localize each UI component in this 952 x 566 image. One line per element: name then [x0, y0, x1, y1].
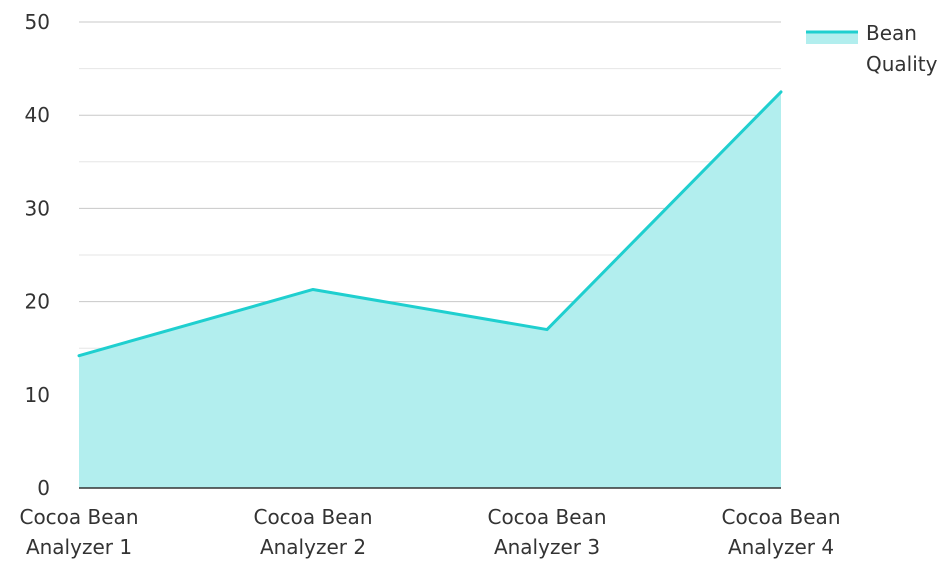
series-area-layer	[77, 90, 783, 489]
x-tick-label-line: Analyzer 2	[260, 535, 366, 559]
x-tick-label-line: Cocoa Bean	[253, 505, 372, 529]
legend-label-line: Quality	[866, 52, 938, 76]
series-line	[77, 90, 783, 358]
y-tick-label: 10	[25, 383, 50, 407]
y-tick-label: 50	[25, 10, 50, 34]
x-tick-label: Cocoa Bean Analyzer 3	[487, 505, 606, 559]
legend-swatch-fill	[806, 31, 858, 44]
y-tick-label: 30	[25, 196, 50, 220]
y-axis-tick-labels: 0 10 20 30 40 50	[25, 10, 50, 500]
x-tick-label-line: Analyzer 3	[494, 535, 600, 559]
legend-label-line: Bean	[866, 21, 917, 45]
x-tick-label-line: Cocoa Bean	[721, 505, 840, 529]
x-tick-label: Cocoa Bean Analyzer 4	[721, 505, 840, 559]
legend-label: Bean Quality	[866, 21, 938, 76]
y-tick-label: 0	[37, 476, 50, 500]
x-tick-label-line: Analyzer 1	[26, 535, 132, 559]
x-axis-tick-labels: Cocoa Bean Analyzer 1 Cocoa Bean Analyzer 2…	[19, 505, 840, 559]
x-tick-label-line: Cocoa Bean	[19, 505, 138, 529]
x-tick-label: Cocoa Bean Analyzer 2	[253, 505, 372, 559]
y-tick-label: 20	[25, 290, 50, 314]
x-tick-label-line: Cocoa Bean	[487, 505, 606, 529]
legend: Bean Quality	[806, 21, 938, 76]
series-area-fill	[79, 91, 781, 489]
x-tick-label-line: Analyzer 4	[728, 535, 834, 559]
x-tick-label: Cocoa Bean Analyzer 1	[19, 505, 138, 559]
y-tick-label: 40	[25, 103, 50, 127]
